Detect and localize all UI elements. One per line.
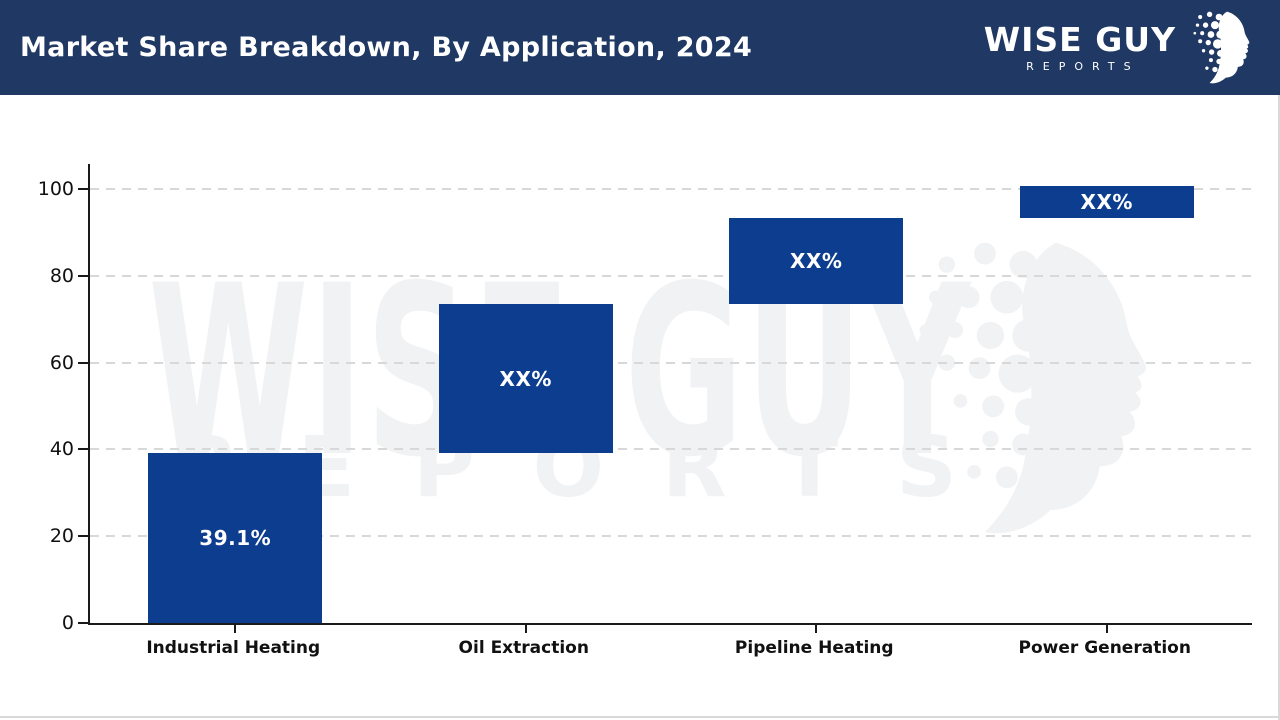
bar-value-label-oil-extraction: XX% <box>499 366 552 391</box>
page-right-border <box>1278 0 1280 720</box>
wiseguy-logo-text: WISE GUY REPORTS <box>984 23 1176 72</box>
page-title: Market Share Breakdown, By Application, … <box>20 32 753 63</box>
bar-industrial-heating: 39.1% <box>148 453 323 623</box>
x-tick-mark-oil-extraction <box>524 625 527 633</box>
y-tick-mark-40 <box>78 448 88 451</box>
y-tick-mark-60 <box>78 361 88 364</box>
y-tick-label-100: 100 <box>37 178 74 201</box>
gridline-60 <box>90 361 1252 364</box>
y-tick-label-20: 20 <box>49 525 74 548</box>
y-tick-mark-20 <box>78 535 88 538</box>
x-category-label-industrial-heating: Industrial Heating <box>146 638 321 658</box>
gridline-20 <box>90 535 1252 538</box>
gridline-100 <box>90 188 1252 191</box>
bar-column-industrial-heating: 39.1% <box>90 164 381 633</box>
bar-column-power-generation: XX% <box>962 164 1253 633</box>
gridline-40 <box>90 448 1252 451</box>
bar-value-label-industrial-heating: 39.1% <box>199 526 272 551</box>
bar-column-oil-extraction: XX% <box>381 164 672 633</box>
y-tick-mark-80 <box>78 274 88 277</box>
x-axis-labels: Industrial Heating Oil Extraction Pipeline… <box>88 638 1250 658</box>
y-axis: 0 20 40 60 80 100 <box>2 164 74 634</box>
x-category-label-pipeline-heating: Pipeline Heating <box>734 638 894 658</box>
page-bottom-border <box>0 716 1280 718</box>
y-tick-mark-100 <box>78 188 88 191</box>
bar-value-label-power-generation: XX% <box>1080 189 1133 214</box>
x-category-label-power-generation: Power Generation <box>1018 638 1191 658</box>
y-tick-label-40: 40 <box>49 438 74 461</box>
x-category-label-oil-extraction: Oil Extraction <box>458 638 589 658</box>
bar-column-pipeline-heating: XX% <box>671 164 962 633</box>
x-tick-mark-power-generation <box>1105 625 1108 633</box>
plot-area: 0 20 40 60 80 100 39.1% XX% XX% XX% <box>38 164 1253 634</box>
wiseguy-logo-line2: REPORTS <box>1026 60 1140 73</box>
wiseguy-logo: WISE GUY REPORTS <box>984 7 1254 89</box>
bar-power-generation: XX% <box>1019 185 1194 219</box>
y-tick-label-0: 0 <box>61 612 74 634</box>
gridline-80 <box>90 274 1252 277</box>
bar-value-label-pipeline-heating: XX% <box>790 249 843 274</box>
bar-columns: 39.1% XX% XX% XX% <box>90 164 1253 633</box>
header-bar: Market Share Breakdown, By Application, … <box>0 0 1280 95</box>
wiseguy-logo-line1: WISE GUY <box>983 20 1176 59</box>
y-tick-label-80: 80 <box>49 264 74 287</box>
bar-pipeline-heating: XX% <box>729 218 904 305</box>
y-tick-mark-0 <box>78 622 88 624</box>
y-tick-label-60: 60 <box>49 351 74 374</box>
x-tick-mark-industrial-heating <box>234 625 237 633</box>
wiseguy-face-icon <box>1193 11 1250 83</box>
x-tick-mark-pipeline-heating <box>815 625 818 633</box>
bar-oil-extraction: XX% <box>438 304 613 454</box>
